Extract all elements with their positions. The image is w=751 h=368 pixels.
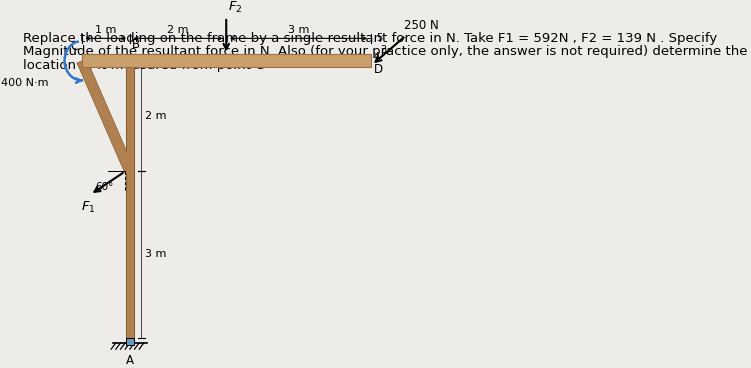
Text: Magnitude of the resultant force in N. Also (for your practice only, the answer : Magnitude of the resultant force in N. A…: [23, 46, 748, 59]
Text: Replace the loading on the frame by a single resultant force in N. Take F1 = 592: Replace the loading on the frame by a si…: [23, 32, 718, 45]
Text: 3 m: 3 m: [146, 250, 167, 259]
Bar: [126, 61, 134, 337]
Text: B: B: [132, 38, 140, 51]
Text: A: A: [126, 354, 134, 367]
Text: 250 N: 250 N: [404, 19, 439, 32]
Text: D: D: [374, 63, 383, 77]
Text: 3 m: 3 m: [288, 25, 309, 35]
Text: $\mathit{F_2}$: $\mathit{F_2}$: [228, 0, 243, 15]
Text: 2 m: 2 m: [146, 111, 167, 121]
Text: 400 N·m: 400 N·m: [2, 78, 49, 88]
Text: 3: 3: [380, 45, 386, 54]
Text: 2 m: 2 m: [167, 25, 189, 35]
Bar: [126, 337, 134, 345]
Text: location of it measured from point C: location of it measured from point C: [23, 59, 264, 72]
Text: C: C: [71, 40, 79, 53]
Text: 1 m: 1 m: [95, 25, 116, 35]
Text: 4: 4: [373, 52, 379, 62]
Text: 5: 5: [376, 33, 382, 43]
Text: 60°: 60°: [95, 182, 113, 192]
Bar: [82, 54, 371, 67]
Text: $\mathit{F_1}$: $\mathit{F_1}$: [81, 200, 96, 215]
